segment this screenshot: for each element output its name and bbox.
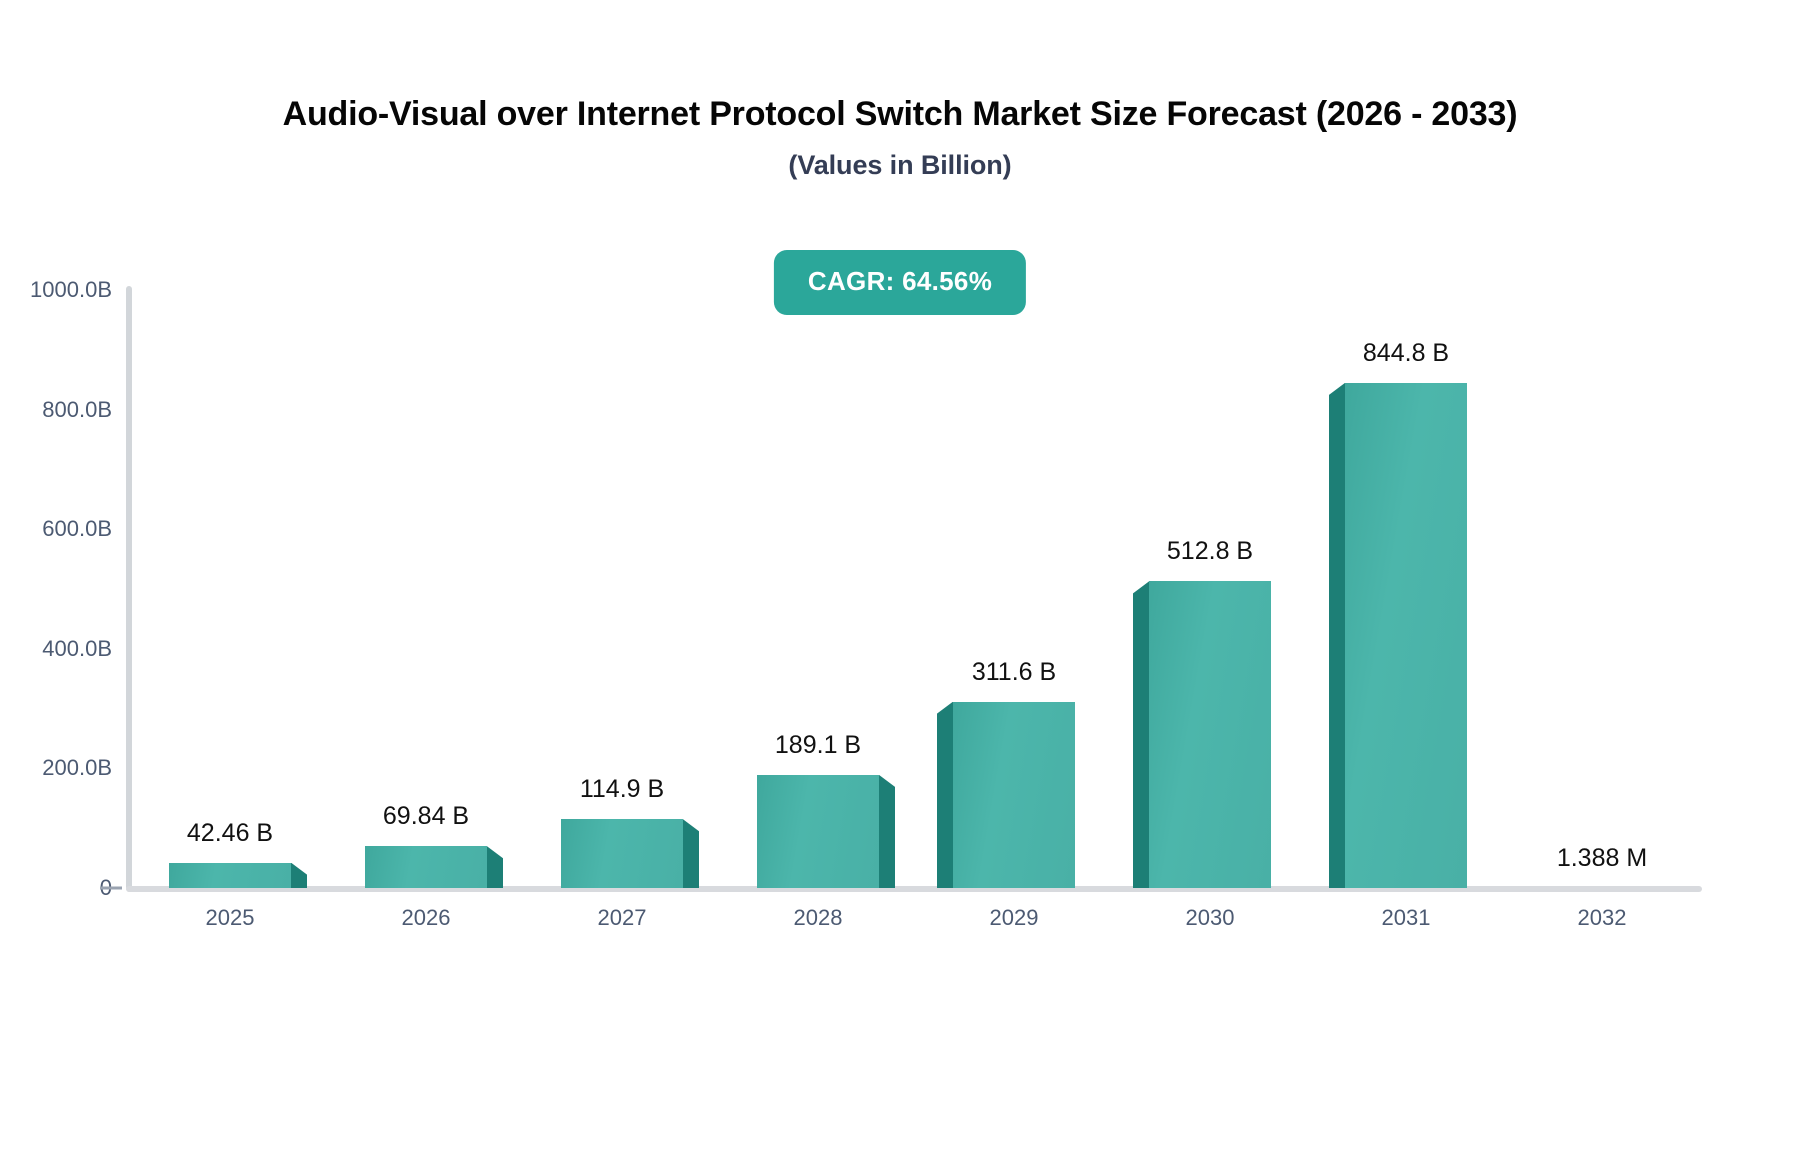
y-tick-label: 200.0B: [42, 755, 112, 781]
bar-side-face: [683, 819, 699, 888]
bar-side-face: [1133, 581, 1149, 888]
bar-value-label: 311.6 B: [971, 657, 1057, 686]
bar-side-face: [291, 862, 307, 888]
bar-side-face: [487, 846, 503, 888]
x-tick-label-2032: 2032: [1577, 905, 1627, 930]
bar-side-face: [1329, 382, 1345, 888]
bar-2026[interactable]: [365, 846, 487, 888]
x-tick-label-2028: 2028: [793, 905, 843, 930]
y-tick-label: 600.0B: [42, 516, 112, 542]
bar-value-label: 189.1 B: [774, 730, 862, 759]
x-tick-label-2025: 2025: [205, 905, 255, 930]
chart-title: Audio-Visual over Internet Protocol Swit…: [282, 95, 1518, 133]
bar-side-face: [937, 701, 953, 888]
y-axis-line: [126, 286, 132, 890]
bar-value-label: 1.388 M: [1556, 844, 1648, 872]
chart-subtitle: (Values in Billion): [788, 149, 1012, 180]
y-tick-label: 800.0B: [42, 396, 112, 422]
x-tick-label-2029: 2029: [989, 905, 1039, 930]
bar-2030[interactable]: [1149, 581, 1271, 888]
bar-2025[interactable]: [169, 862, 291, 888]
bar-side-face: [879, 774, 895, 888]
bar-2027[interactable]: [561, 819, 683, 888]
y-tick-label: 400.0B: [42, 635, 112, 661]
x-tick-label-2026: 2026: [401, 905, 451, 930]
bar-2028[interactable]: [757, 774, 879, 888]
y-tick-mark: [100, 886, 122, 890]
x-tick-label-2027: 2027: [597, 905, 647, 930]
bar-value-label: 512.8 B: [1166, 537, 1254, 566]
bar-2029[interactable]: [953, 701, 1075, 888]
bar-value-label: 114.9 B: [579, 775, 665, 804]
bar-2031[interactable]: [1345, 382, 1467, 888]
cagr-badge: CAGR: 64.56%: [773, 250, 1027, 315]
bar-value-label: 69.84 B: [382, 802, 470, 831]
x-tick-label-2031: 2031: [1381, 905, 1431, 930]
x-axis-line: [126, 886, 1702, 892]
bar-value-label: 42.46 B: [186, 818, 274, 847]
y-tick-label: 1000.0B: [30, 277, 112, 302]
title-block: Audio-Visual over Internet Protocol Swit…: [0, 94, 1800, 181]
x-tick-label-2030: 2030: [1185, 905, 1235, 930]
bar-value-label: 844.8 B: [1362, 338, 1450, 367]
